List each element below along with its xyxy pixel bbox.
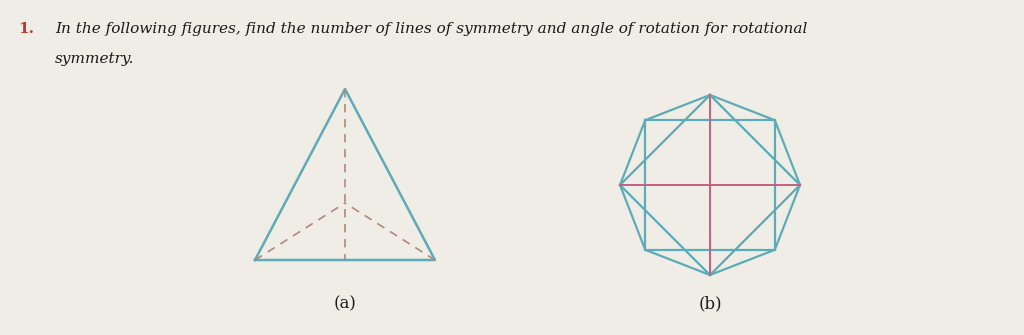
Text: (b): (b) — [698, 295, 722, 312]
Text: symmetry.: symmetry. — [55, 52, 134, 66]
Text: In the following figures, find the number of lines of symmetry and angle of rota: In the following figures, find the numbe… — [55, 22, 807, 36]
Text: 1.: 1. — [18, 22, 34, 36]
Text: (a): (a) — [334, 295, 356, 312]
